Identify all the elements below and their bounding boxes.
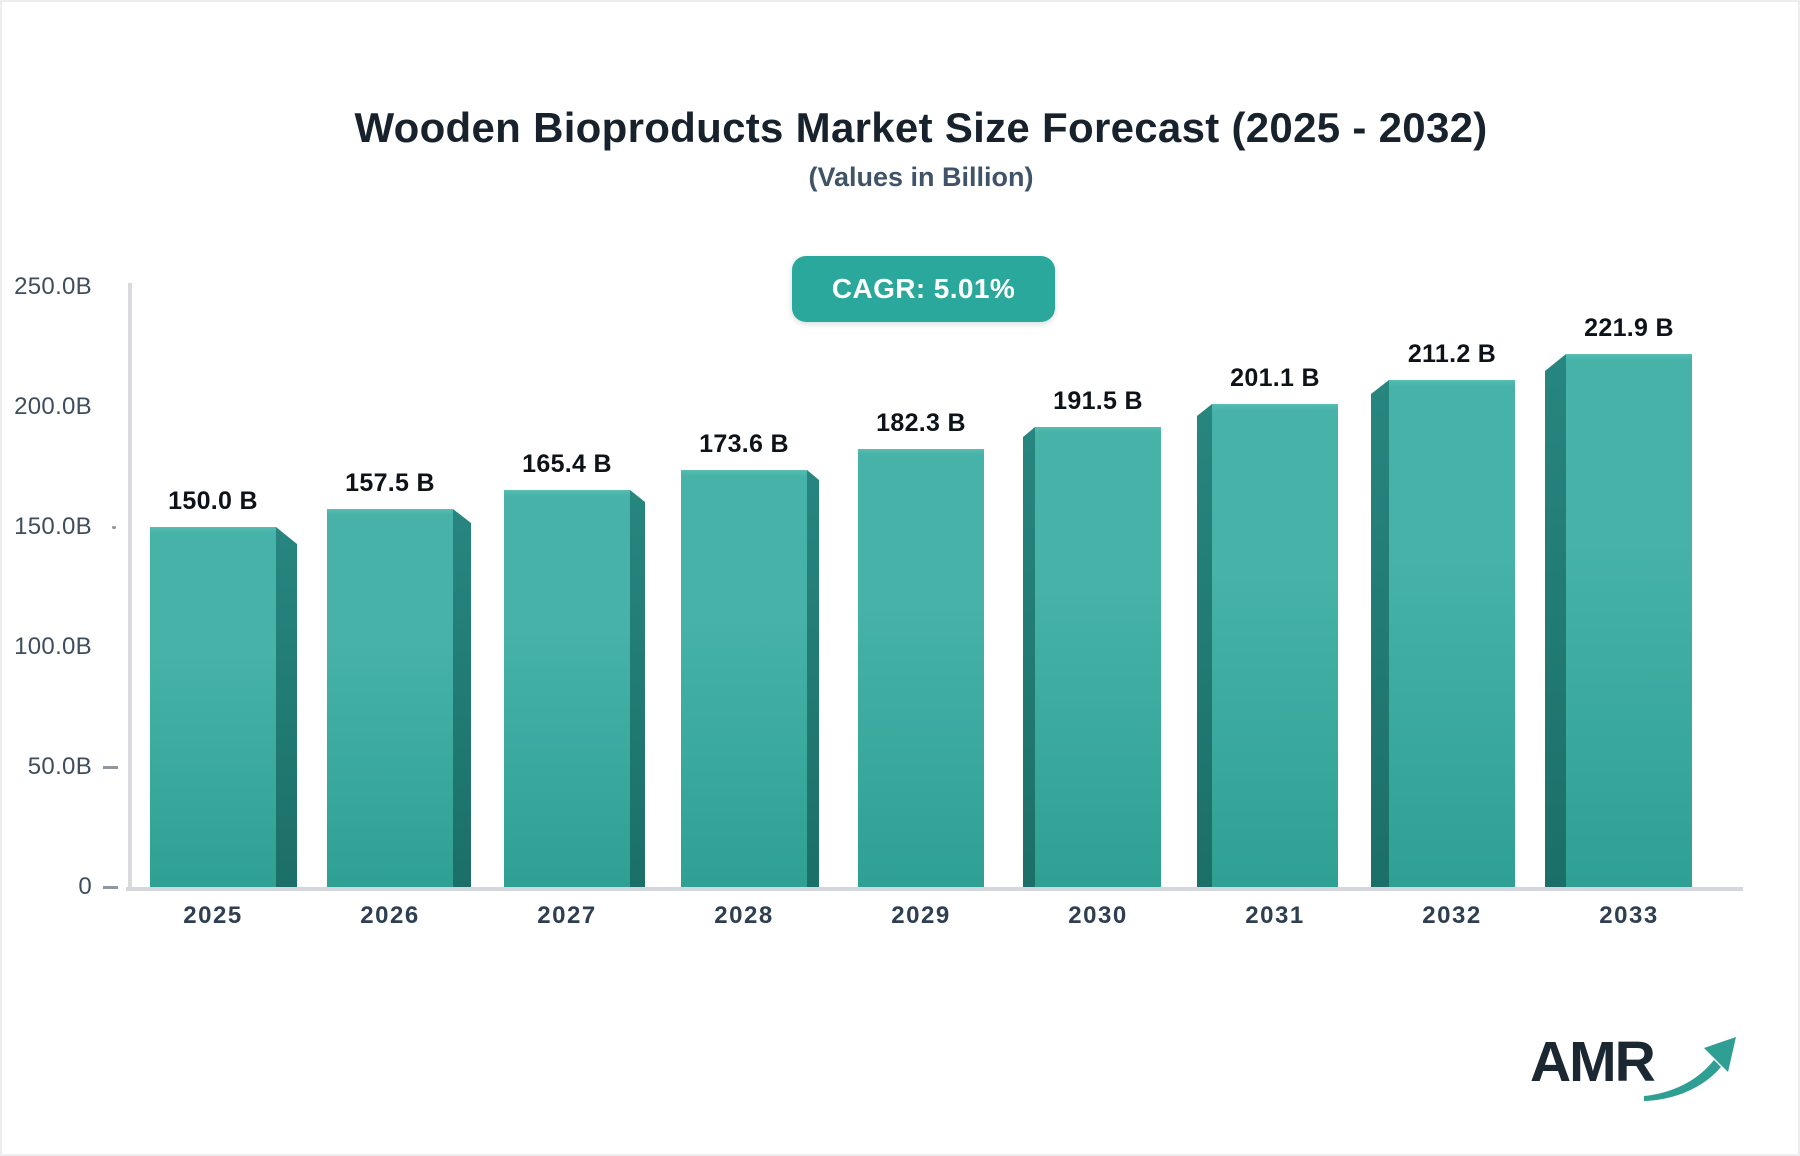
- x-axis-label-2026: 2026: [360, 902, 420, 929]
- x-axis-label-2032: 2032: [1422, 902, 1482, 929]
- bar-side-face-2033: [1545, 354, 1566, 887]
- chart-subtitle: (Values in Billion): [808, 162, 1034, 192]
- amr-logo: AMR: [1530, 1034, 1736, 1106]
- y-axis-tick-mark: [103, 886, 118, 889]
- y-axis-label-150.0B: 150.0B: [14, 513, 92, 540]
- y-axis-label-100.0B: 100.0B: [14, 633, 92, 660]
- bar-side-face-2030: [1023, 427, 1035, 887]
- bar-side-face-2032: [1371, 380, 1389, 887]
- y-axis-tick-mark: [103, 766, 118, 769]
- bar-side-face-2025: [276, 527, 297, 887]
- x-axis-line: [126, 887, 1743, 891]
- bar-side-face-2028: [807, 470, 819, 887]
- amr-logo-text: AMR: [1530, 1030, 1656, 1094]
- bar-value-label-2029: 182.3 B: [876, 409, 966, 437]
- bar-2032: [1389, 380, 1515, 887]
- y-axis-label-50.0B: 50.0B: [27, 753, 92, 780]
- x-axis-label-2030: 2030: [1068, 902, 1128, 929]
- bar-2027: [504, 490, 630, 887]
- bar-side-face-2026: [453, 509, 471, 887]
- cagr-badge: CAGR: 5.01%: [792, 256, 1055, 322]
- y-axis-label-200.0B: 200.0B: [14, 393, 92, 420]
- bar-2028: [681, 470, 807, 887]
- y-axis-line: [128, 283, 132, 891]
- chart-title: Wooden Bioproducts Market Size Forecast …: [354, 104, 1488, 151]
- x-axis-label-2025: 2025: [183, 902, 243, 929]
- bar-side-face-2031: [1197, 404, 1212, 887]
- y-axis-label-250.0B: 250.0B: [14, 273, 92, 300]
- bar-value-label-2026: 157.5 B: [345, 469, 435, 497]
- bar-2026: [327, 509, 453, 887]
- growth-arrow-icon: [1643, 1037, 1736, 1101]
- bar-2029: [858, 449, 984, 887]
- bar-2025: [150, 527, 276, 887]
- y-axis-tick-mark: [112, 526, 116, 529]
- x-axis-label-2031: 2031: [1245, 902, 1305, 929]
- bar-2031: [1212, 404, 1338, 887]
- bar-value-label-2031: 201.1 B: [1230, 364, 1320, 392]
- bar-value-label-2027: 165.4 B: [522, 450, 612, 478]
- bar-value-label-2028: 173.6 B: [699, 430, 789, 458]
- bar-2030: [1035, 427, 1161, 887]
- bar-2033: [1566, 354, 1692, 887]
- x-axis-label-2027: 2027: [537, 902, 597, 929]
- bar-value-label-2030: 191.5 B: [1053, 387, 1143, 415]
- bar-value-label-2032: 211.2 B: [1407, 340, 1497, 368]
- y-axis-label-0: 0: [78, 873, 92, 900]
- bar-side-face-2027: [630, 490, 645, 887]
- bar-value-label-2025: 150.0 B: [168, 487, 258, 515]
- x-axis-label-2029: 2029: [891, 902, 951, 929]
- bar-value-label-2033: 221.9 B: [1584, 314, 1674, 342]
- x-axis-label-2033: 2033: [1599, 902, 1659, 929]
- x-axis-label-2028: 2028: [714, 902, 774, 929]
